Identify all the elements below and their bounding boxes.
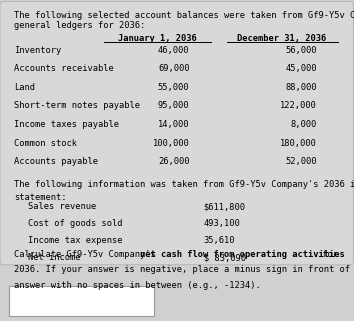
Text: general ledgers for 2036:: general ledgers for 2036: bbox=[14, 21, 145, 30]
Text: 180,000: 180,000 bbox=[280, 139, 317, 148]
Text: 45,000: 45,000 bbox=[285, 64, 317, 73]
Text: 14,000: 14,000 bbox=[158, 120, 189, 129]
Text: December 31, 2036: December 31, 2036 bbox=[237, 34, 326, 43]
Text: The following selected account balances were taken from Gf9-Y5v Company's: The following selected account balances … bbox=[14, 11, 354, 20]
Text: 8,000: 8,000 bbox=[291, 120, 317, 129]
Text: $611,800: $611,800 bbox=[204, 202, 246, 211]
Text: Land: Land bbox=[14, 83, 35, 92]
Text: 46,000: 46,000 bbox=[158, 46, 189, 55]
Text: statement:: statement: bbox=[14, 193, 67, 202]
Text: Short-term notes payable: Short-term notes payable bbox=[14, 101, 140, 110]
Text: 69,000: 69,000 bbox=[158, 64, 189, 73]
Text: 56,000: 56,000 bbox=[285, 46, 317, 55]
Text: for: for bbox=[317, 250, 338, 259]
Text: Inventory: Inventory bbox=[14, 46, 61, 55]
Text: 35,610: 35,610 bbox=[204, 236, 235, 245]
FancyBboxPatch shape bbox=[9, 286, 154, 316]
Text: 2036. If your answer is negative, place a minus sign in front of your: 2036. If your answer is negative, place … bbox=[14, 265, 354, 274]
Text: Common stock: Common stock bbox=[14, 139, 77, 148]
Text: Calculate Gf9-Y5v Company's: Calculate Gf9-Y5v Company's bbox=[14, 250, 161, 259]
Text: 100,000: 100,000 bbox=[153, 139, 189, 148]
Text: 26,000: 26,000 bbox=[158, 157, 189, 166]
Text: 88,000: 88,000 bbox=[285, 83, 317, 92]
Text: Accounts receivable: Accounts receivable bbox=[14, 64, 114, 73]
FancyBboxPatch shape bbox=[0, 2, 353, 265]
Text: answer with no spaces in between (e.g., -1234).: answer with no spaces in between (e.g., … bbox=[14, 281, 261, 290]
Text: Accounts payable: Accounts payable bbox=[14, 157, 98, 166]
Text: January 1, 2036: January 1, 2036 bbox=[118, 34, 197, 43]
Text: $ 83,090: $ 83,090 bbox=[204, 253, 246, 262]
Text: 493,100: 493,100 bbox=[204, 219, 240, 228]
Text: 55,000: 55,000 bbox=[158, 83, 189, 92]
Text: Income taxes payable: Income taxes payable bbox=[14, 120, 119, 129]
Text: Income tax expense: Income tax expense bbox=[28, 236, 123, 245]
Text: Cost of goods sold: Cost of goods sold bbox=[28, 219, 123, 228]
Text: The following information was taken from Gf9-Y5v Company's 2036 income: The following information was taken from… bbox=[14, 180, 354, 189]
Text: 52,000: 52,000 bbox=[285, 157, 317, 166]
Text: Sales revenue: Sales revenue bbox=[28, 202, 97, 211]
Text: 122,000: 122,000 bbox=[280, 101, 317, 110]
Text: 95,000: 95,000 bbox=[158, 101, 189, 110]
Text: Net income: Net income bbox=[28, 253, 81, 262]
Text: net cash flow from operating activities: net cash flow from operating activities bbox=[140, 250, 344, 259]
